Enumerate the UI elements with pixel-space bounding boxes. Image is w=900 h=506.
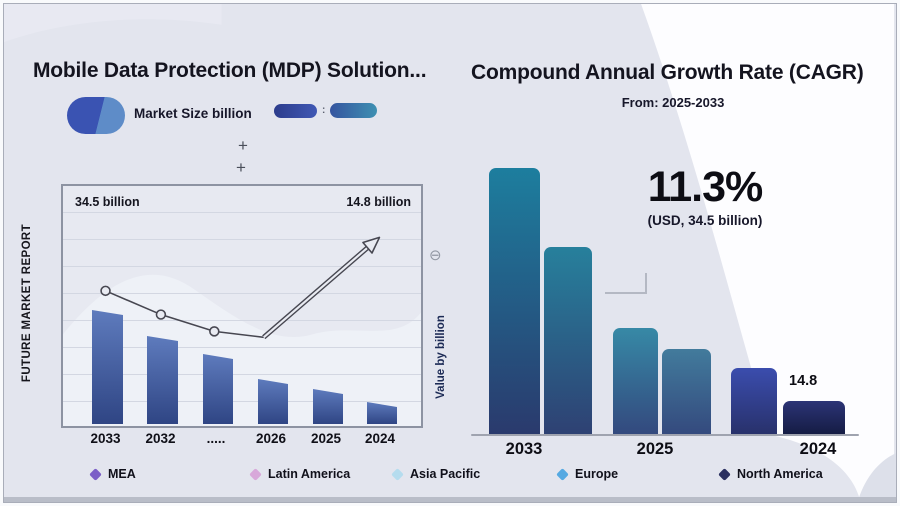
- left-bar: [367, 402, 397, 424]
- legend-label: North America: [737, 467, 823, 481]
- legend-marker-icon: [556, 467, 569, 481]
- white-sweep-shape: [640, 3, 895, 498]
- left-x-label: 2026: [255, 431, 287, 446]
- left-x-axis-labels: 2033 2032..... 2026 2025 2024: [61, 431, 423, 451]
- legend-marker-icon: [249, 467, 262, 481]
- legend-marker-icon: [89, 467, 102, 481]
- cagr-period: From: 2025-2033: [621, 95, 725, 110]
- market-size-label: Market Size billion: [134, 106, 252, 121]
- value-callout: 14.8: [789, 373, 818, 389]
- right-bar: [662, 349, 711, 434]
- pill-separator: :: [322, 105, 326, 116]
- left-x-label: .....: [206, 431, 226, 446]
- top-wave-shape: [3, 3, 222, 43]
- left-bar: [203, 354, 233, 424]
- end-value-label: 14.8 billion: [346, 195, 411, 209]
- left-x-label: 2024: [364, 431, 396, 446]
- background-decoration: [3, 3, 897, 503]
- minus-circle-icon: ⊖: [429, 247, 442, 264]
- right-bar: [489, 168, 540, 434]
- plus-icon: +: [236, 158, 246, 177]
- pill-dark-icon: [274, 103, 317, 118]
- right-bar: [731, 368, 777, 434]
- left-chart-title: Mobile Data Protection (MDP) Solution...: [33, 59, 427, 82]
- left-bar: [313, 389, 343, 424]
- legend-item: Europe: [556, 467, 619, 481]
- legend-label: MEA: [108, 467, 136, 481]
- right-chart-title: Compound Annual Growth Rate (CAGR): [471, 61, 864, 84]
- left-x-label: 2033: [90, 431, 121, 446]
- right-bar: [613, 328, 658, 434]
- corner-bracket-decoration: [605, 273, 647, 294]
- start-value-label: 34.5 billion: [75, 195, 140, 209]
- corner-curve-shape: [857, 452, 897, 503]
- cagr-basis: (USD, 34.5 billion): [647, 213, 763, 228]
- legend-item: North America: [718, 467, 823, 481]
- legend-item: MEA: [89, 467, 136, 481]
- left-bar: [92, 310, 123, 424]
- right-x-label: 2025: [636, 440, 674, 458]
- trend-arrow: [100, 236, 381, 340]
- legend-label: Europe: [575, 467, 619, 481]
- cagr-value: 11.3%: [647, 163, 764, 211]
- right-bar: [544, 247, 592, 434]
- left-x-label: 2032: [145, 431, 176, 446]
- left-bar: [258, 379, 288, 424]
- legend-item: Latin America: [249, 467, 351, 481]
- right-x-label: 2033: [505, 440, 543, 458]
- pill-teal-icon: [330, 103, 378, 118]
- bottom-frame-strip: [3, 497, 897, 503]
- plus-icon: +: [238, 136, 248, 155]
- left-chart-plot: 34.5 billion 14.8 billion: [61, 184, 423, 428]
- legend-marker-icon: [391, 467, 404, 481]
- region-legend: MEA Latin America Asia Pacific Europe North …: [3, 467, 897, 489]
- legend-label: Latin America: [268, 467, 351, 481]
- legend-item: Asia Pacific: [391, 467, 481, 481]
- right-x-axis-line: [471, 434, 859, 436]
- capsule-icon: [67, 97, 125, 134]
- left-watermark-label: FUTURE MARKET REPORT: [21, 223, 33, 383]
- left-bar: [147, 336, 178, 424]
- legend-label: Asia Pacific: [410, 467, 481, 481]
- right-bar: [783, 401, 845, 434]
- right-x-label: 2024: [799, 440, 837, 458]
- left-x-label: 2025: [310, 431, 342, 446]
- value-axis-label: Value by billion: [435, 315, 447, 399]
- ratio-pills: :: [274, 103, 378, 118]
- legend-marker-icon: [718, 467, 731, 481]
